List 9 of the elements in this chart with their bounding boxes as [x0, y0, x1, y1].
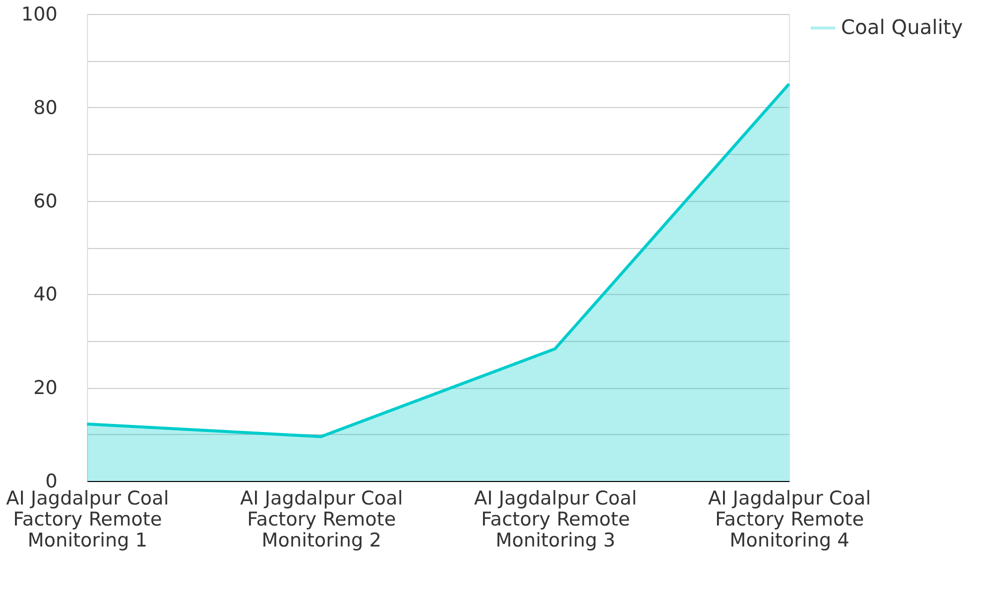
- x-tick-label: AI Jagdalpur Coal Factory Remote Monitoring 2: [240, 488, 403, 552]
- y-tick-label: 80: [33, 96, 58, 119]
- x-tick-label: AI Jagdalpur Coal Factory Remote Monitoring 3: [474, 488, 637, 552]
- x-tick-label: AI Jagdalpur Coal Factory Remote Monitoring 4: [708, 488, 871, 552]
- y-tick-label: 100: [21, 4, 58, 26]
- y-tick-label: 60: [33, 190, 58, 212]
- y-tick-label: 40: [33, 284, 58, 306]
- legend-label: Coal Quality: [841, 15, 963, 39]
- y-tick-label: 20: [33, 377, 58, 400]
